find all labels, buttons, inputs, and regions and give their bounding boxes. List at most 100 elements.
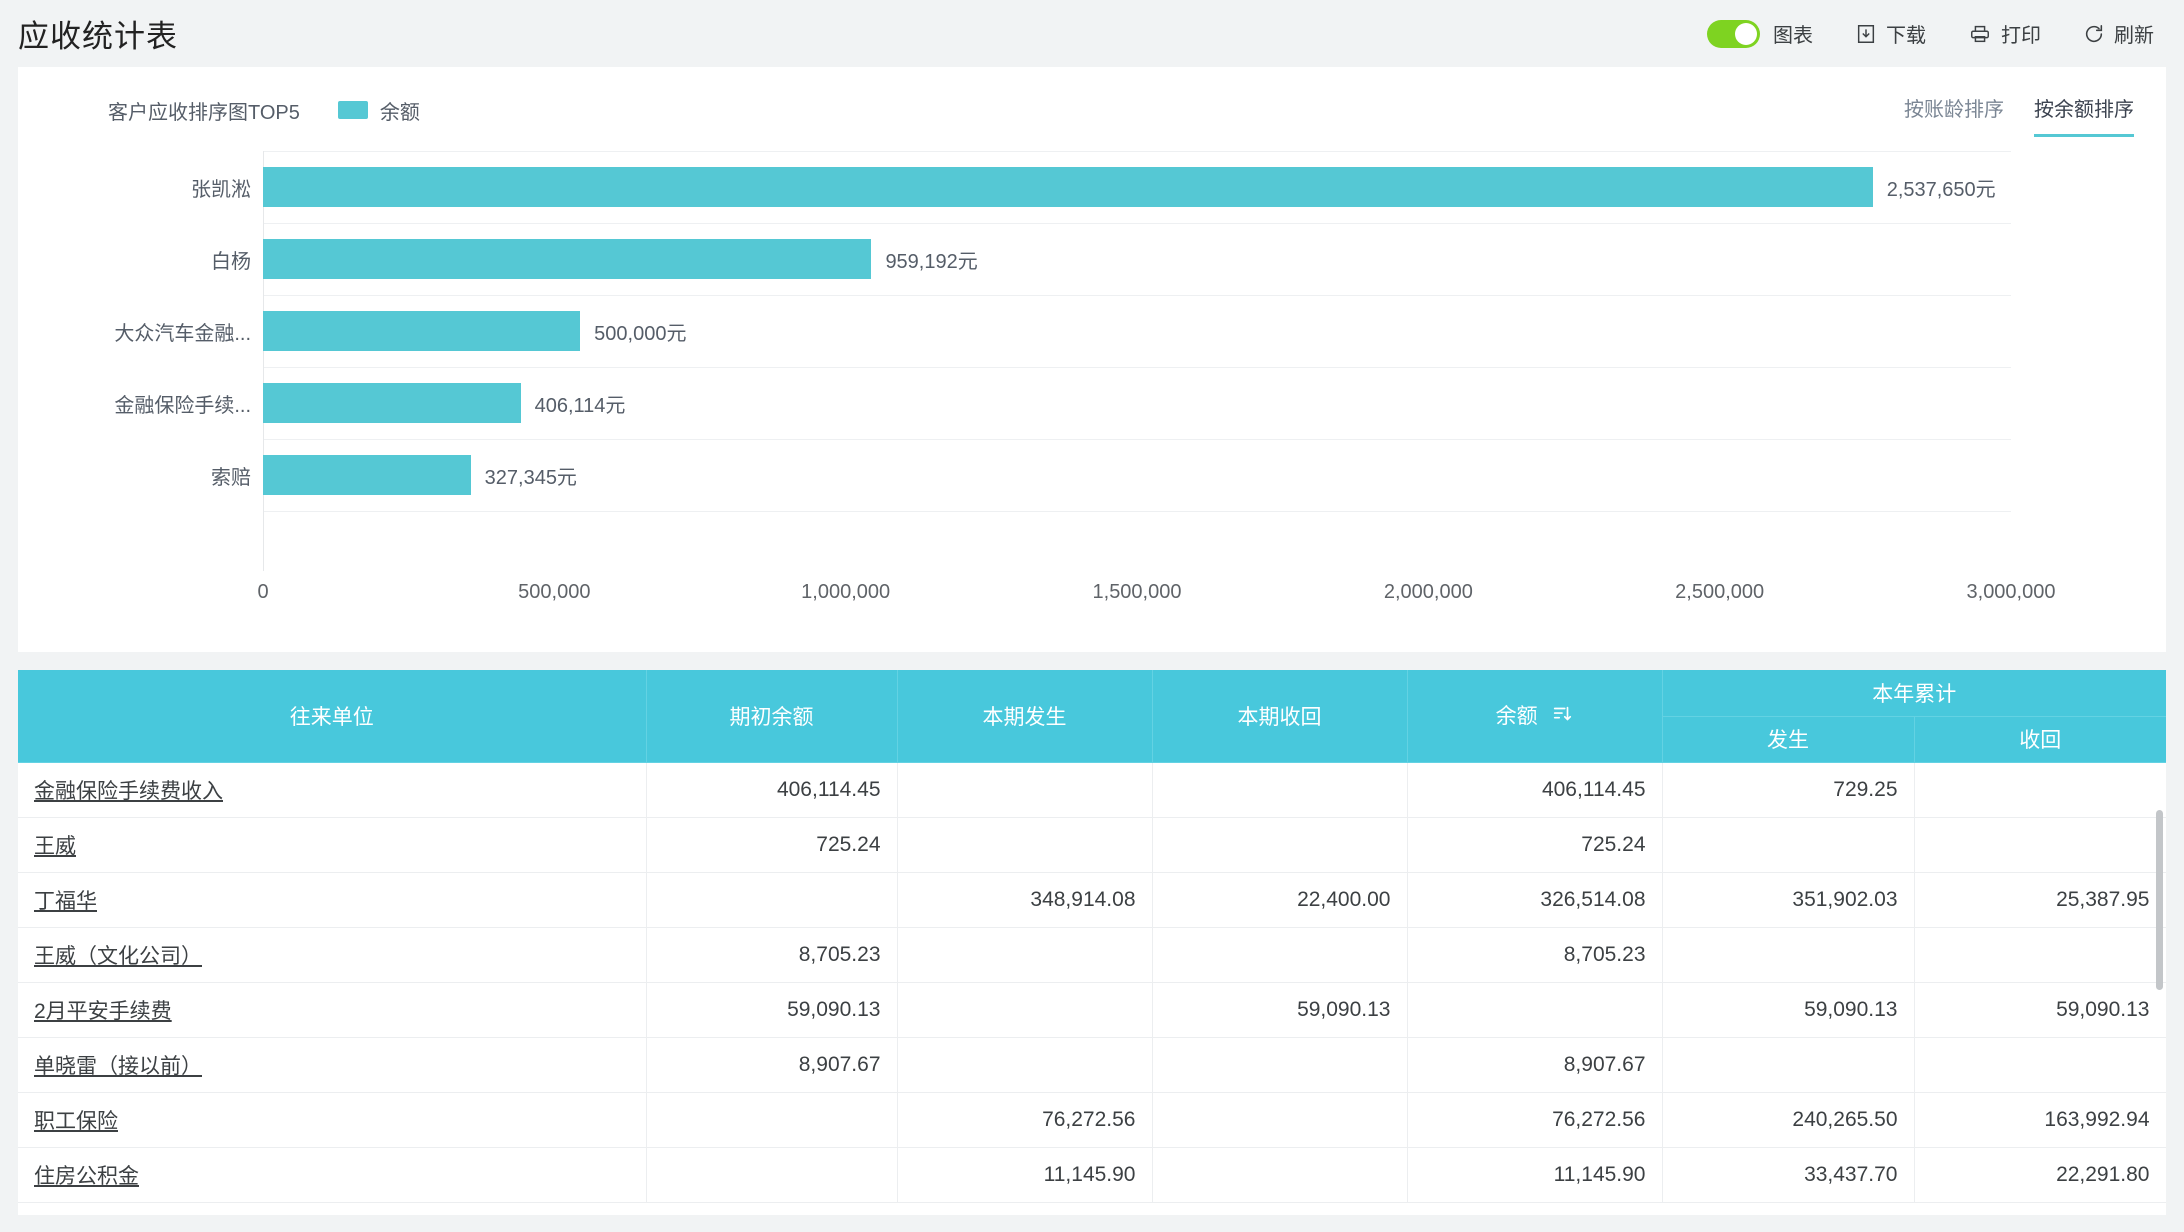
bar-segment[interactable] [263,239,872,279]
col-header-balance-label: 余额 [1495,705,1538,729]
chart-toggle[interactable] [1707,19,1760,48]
table-cell-ytd_recovered: 25,387.95 [1914,872,2166,928]
x-axis-tick-label: 2,000,000 [1383,581,1473,603]
tab-sort-by-aging[interactable]: 按账龄排序 [1904,99,2004,121]
bar-segment[interactable] [263,167,1873,207]
bar-track: 2,537,650元 [263,151,2166,223]
download-button[interactable]: 下载 [1855,19,1926,48]
table-cell-occurred [897,927,1153,983]
table-cell-opening [646,1147,898,1203]
legend-label-balance: 余额 [379,101,420,124]
table-cell-balance: 725.24 [1407,817,1663,873]
table-cell-occurred [897,762,1153,818]
col-header-balance[interactable]: 余额 [1407,670,1663,763]
unit-link[interactable]: 单晓雷（接以前） [34,1054,202,1078]
table-cell-unit[interactable]: 职工保险 [18,1092,647,1148]
table-cell-ytd_occurred [1662,817,1915,873]
unit-link[interactable]: 丁福华 [34,889,97,913]
col-header-current-recovered[interactable]: 本期收回 [1152,670,1408,763]
unit-link[interactable]: 王威（文化公司） [34,944,202,968]
table-cell-ytd_recovered: 22,291.80 [1914,1147,2166,1203]
col-header-unit[interactable]: 往来单位 [18,670,647,763]
bar-row: 张凯淞 2,537,650元 [18,151,2166,223]
table-cell-unit[interactable]: 王威（文化公司） [18,927,647,983]
table-cell-balance: 326,514.08 [1407,872,1663,928]
table-vertical-scrollbar[interactable] [2156,810,2163,990]
table-cell-recovered [1152,1092,1408,1148]
x-axis-tick-label: 2,500,000 [1675,581,1765,603]
col-header-ytd-recovered[interactable]: 收回 [1914,716,2166,763]
tab-sort-by-balance[interactable]: 按余额排序 [2034,93,2134,137]
unit-link[interactable]: 住房公积金 [34,1164,139,1188]
table-cell-ytd_recovered [1914,762,2166,818]
sort-descending-icon[interactable] [1551,703,1573,731]
table-cell-ytd_occurred [1662,927,1915,983]
bar-segment[interactable] [263,455,471,495]
unit-link[interactable]: 金融保险手续费收入 [34,779,223,803]
receivables-table: 往来单位 期初余额 本期发生 本期收回 余额 本年累计 发生 收回 [18,670,2166,1203]
table-row: 王威 725.24 725.24 [18,817,2166,873]
table-cell-unit[interactable]: 丁福华 [18,872,647,928]
table-cell-unit[interactable]: 住房公积金 [18,1147,647,1203]
bar-segment[interactable] [263,311,581,351]
top-bar: 应收统计表 图表 下载 打印 [0,0,2184,67]
col-header-ytd-occurred[interactable]: 发生 [1662,716,1915,763]
table-cell-unit[interactable]: 王威 [18,817,647,873]
table-row: 金融保险手续费收入 406,114.45 406,114.45 729.25 [18,762,2166,818]
table-cell-ytd_occurred: 59,090.13 [1662,982,1915,1038]
page-title: 应收统计表 [18,19,178,54]
bar-track: 500,000元 [263,295,2166,367]
table-cell-ytd_recovered [1914,817,2166,873]
x-axis-tick-label: 500,000 [518,581,591,603]
bar-category-label: 大众汽车金融... [114,322,251,345]
table-cell-recovered [1152,927,1408,983]
table-cell-occurred: 76,272.56 [897,1092,1153,1148]
toolbar-label-chart: 图表 [1773,25,1813,47]
table-cell-ytd_recovered [1914,927,2166,983]
chart-toggle-group[interactable]: 图表 [1707,19,1813,48]
col-header-ytd-group: 本年累计 [1662,670,2166,717]
col-header-current-occurred[interactable]: 本期发生 [897,670,1153,763]
table-cell-occurred [897,1037,1153,1093]
chart-title: 客户应收排序图TOP5 [108,101,300,124]
bar-row: 金融保险手续... 406,114元 [18,367,2166,439]
unit-link[interactable]: 王威 [34,834,76,858]
table-cell-opening: 8,705.23 [646,927,898,983]
table-cell-unit[interactable]: 金融保险手续费收入 [18,762,647,818]
refresh-button[interactable]: 刷新 [2083,19,2154,48]
table-row: 丁福华 348,914.08 22,400.00 326,514.08 351,902.… [18,872,2166,928]
table-cell-unit[interactable]: 2月平安手续费 [18,982,647,1038]
col-header-opening-balance[interactable]: 期初余额 [646,670,898,763]
table-cell-opening [646,872,898,928]
table-cell-ytd_recovered: 163,992.94 [1914,1092,2166,1148]
table-cell-unit[interactable]: 单晓雷（接以前） [18,1037,647,1093]
bar-track: 959,192元 [263,223,2166,295]
chart-legend[interactable]: 余额 [337,96,420,125]
table-head: 往来单位 期初余额 本期发生 本期收回 余额 本年累计 发生 收回 [18,670,2166,763]
print-icon [1968,23,1992,45]
table-cell-opening: 725.24 [646,817,898,873]
bar-value-label: 2,537,650元 [1886,178,1996,201]
table-cell-balance: 76,272.56 [1407,1092,1663,1148]
table-cell-recovered [1152,1147,1408,1203]
table-cell-ytd_occurred: 351,902.03 [1662,872,1915,928]
bar-category-label: 张凯淞 [191,178,251,201]
x-axis-tick-label: 3,000,000 [1966,581,2056,603]
table-cell-recovered: 59,090.13 [1152,982,1408,1038]
unit-link[interactable]: 2月平安手续费 [34,999,172,1023]
table-row: 单晓雷（接以前） 8,907.67 8,907.67 [18,1037,2166,1093]
bar-category-label: 白杨 [211,250,251,273]
bar-row: 索赔 327,345元 [18,439,2166,511]
bar-row: 白杨 959,192元 [18,223,2166,295]
bar-segment[interactable] [263,383,521,423]
table-cell-ytd_recovered [1914,1037,2166,1093]
table-cell-occurred: 348,914.08 [897,872,1153,928]
unit-link[interactable]: 职工保险 [34,1109,118,1133]
table-header-row-1: 往来单位 期初余额 本期发生 本期收回 余额 本年累计 [18,670,2166,763]
table-cell-ytd_occurred: 240,265.50 [1662,1092,1915,1148]
print-button[interactable]: 打印 [1968,19,2041,48]
table-header-row-2: 发生 收回 [18,716,2166,763]
chart-y-axis [263,151,264,571]
x-axis-tick-label: 0 [257,581,269,603]
table-cell-ytd_recovered: 59,090.13 [1914,982,2166,1038]
